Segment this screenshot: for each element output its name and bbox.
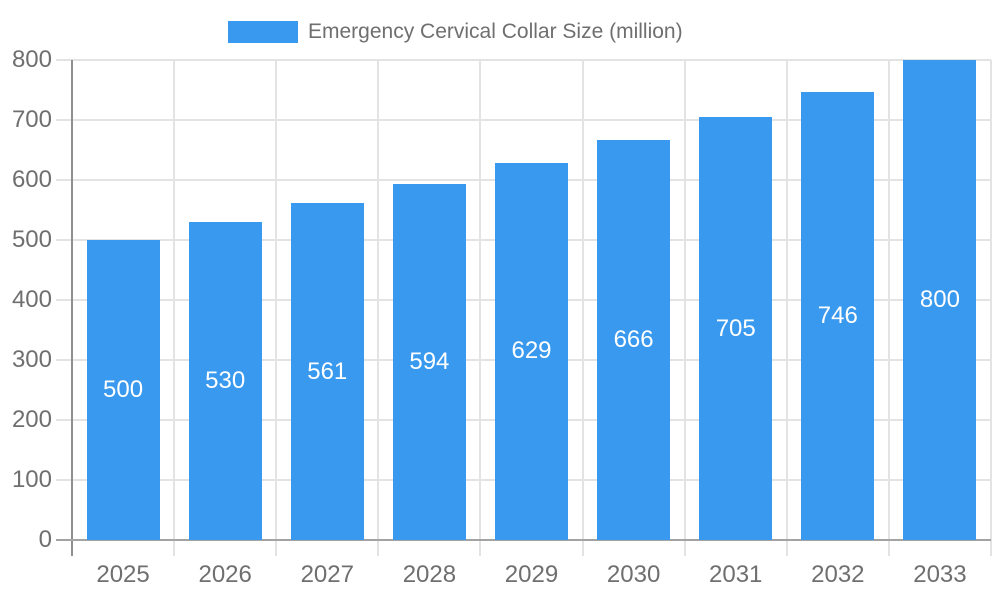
bar-2028[interactable] (392, 183, 466, 540)
x-axis-tick-label: 2031 (709, 561, 763, 588)
gridline-vertical (479, 60, 482, 556)
y-axis-tick-label: 100 (11, 466, 52, 493)
bar-2033[interactable] (903, 60, 977, 540)
legend-item[interactable]: Emergency Cervical Collar Size (million) (228, 18, 683, 46)
gridline-vertical (173, 60, 176, 556)
legend-swatch (228, 21, 298, 43)
gridline-vertical (377, 60, 380, 556)
y-axis-tick-label: 400 (11, 286, 52, 313)
y-axis-tick-label: 700 (11, 106, 52, 133)
y-axis-tick-label: 600 (11, 166, 52, 193)
gridline-horizontal (56, 59, 991, 61)
x-axis-tick-label: 2033 (913, 561, 967, 588)
bar-2031[interactable] (699, 117, 773, 540)
bar-2027[interactable] (290, 203, 364, 540)
x-axis-tick-label: 2025 (96, 561, 150, 588)
x-axis-tick-label: 2032 (811, 561, 865, 588)
legend-label: Emergency Cervical Collar Size (million) (308, 20, 683, 43)
x-axis-tick-label: 2029 (504, 561, 559, 588)
gridline-vertical (887, 60, 890, 556)
gridline-vertical (683, 60, 686, 556)
y-axis-tick-label: 500 (11, 226, 52, 253)
bar-2030[interactable] (597, 140, 671, 540)
y-axis-tick-label: 800 (11, 46, 52, 73)
y-axis-tick-label: 0 (38, 526, 52, 553)
y-axis-line (71, 60, 73, 556)
gridline-vertical (581, 60, 584, 556)
x-axis-tick-label: 2027 (300, 561, 354, 588)
gridline-vertical (785, 60, 788, 556)
bar-2025[interactable] (86, 240, 160, 540)
bar-2029[interactable] (495, 162, 568, 540)
gridline-vertical (275, 60, 278, 556)
gridline-horizontal (56, 119, 991, 121)
x-axis-line (56, 539, 991, 541)
y-axis-tick-label: 200 (11, 406, 52, 433)
bar-2032[interactable] (801, 92, 875, 540)
bar-2026[interactable] (188, 222, 262, 540)
y-axis-tick-label: 300 (11, 346, 52, 373)
x-axis-tick-label: 2030 (606, 561, 661, 588)
x-axis-tick-label: 2028 (402, 561, 457, 588)
x-axis-tick-label: 2026 (198, 561, 252, 588)
gridline-vertical (990, 60, 992, 556)
